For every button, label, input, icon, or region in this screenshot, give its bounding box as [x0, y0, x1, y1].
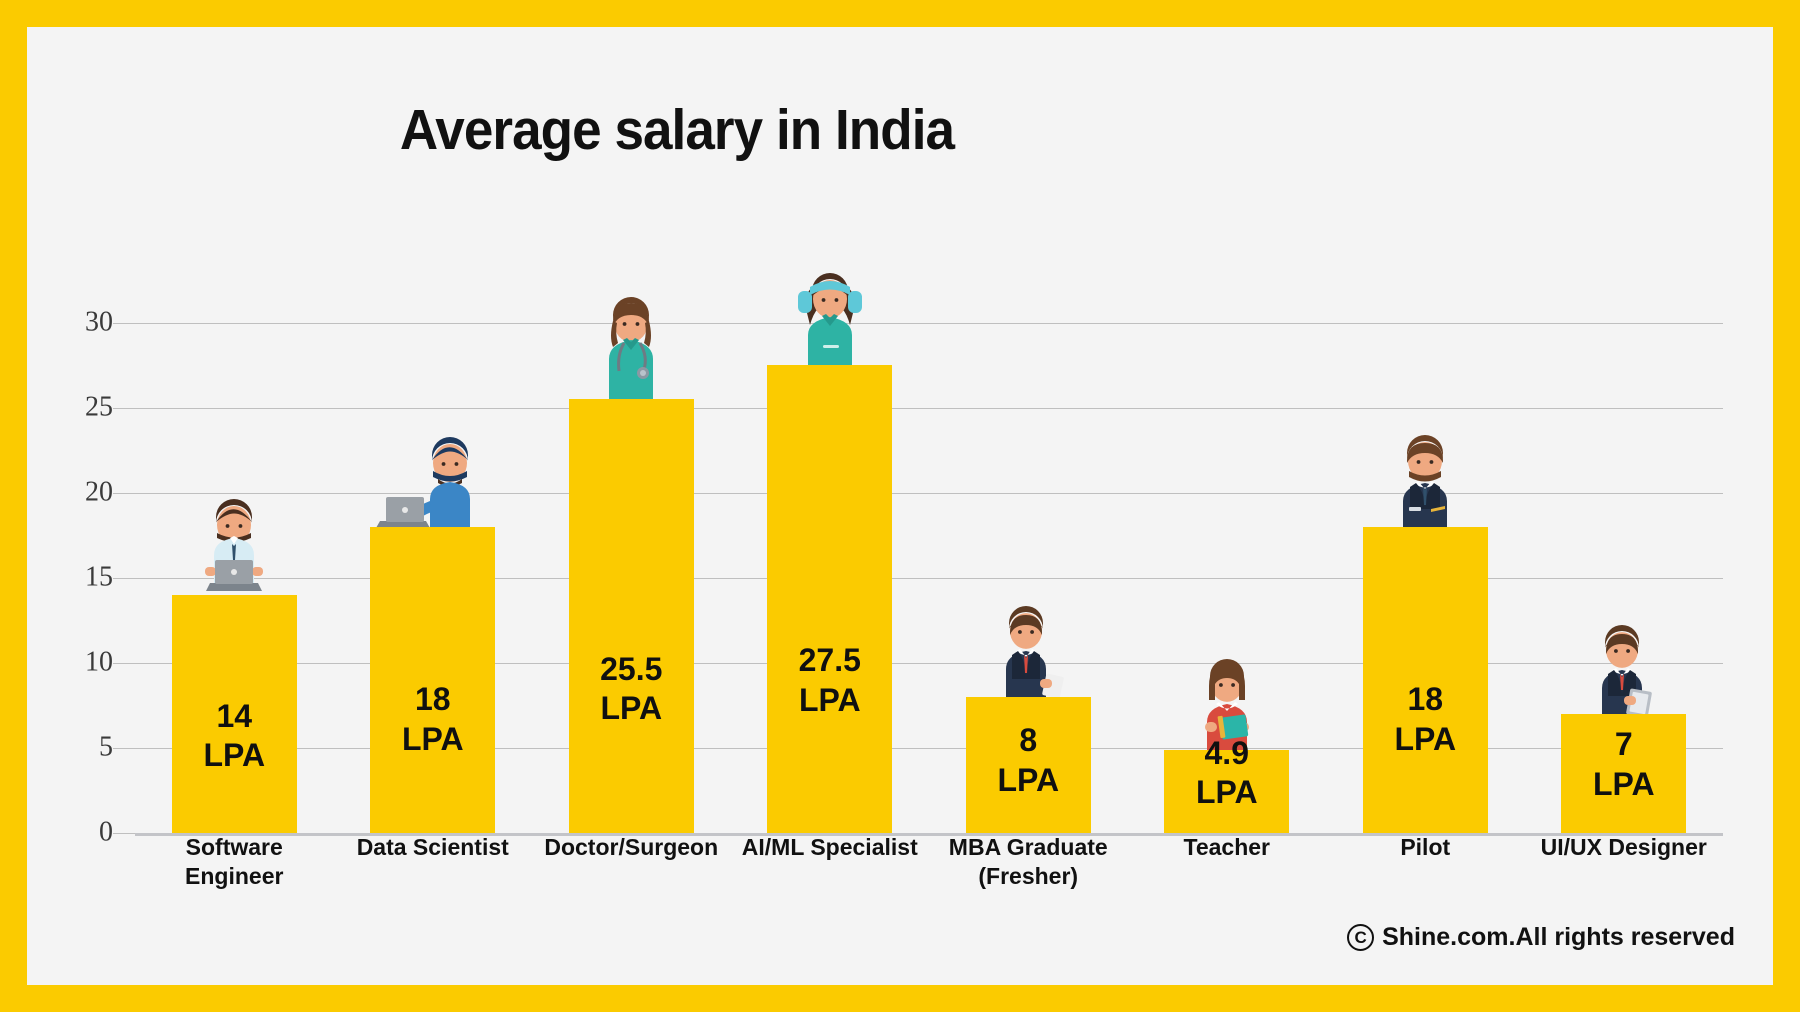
y-axis-tick-label: 15 — [85, 561, 113, 593]
bar-slot: 4.9 LPA — [1164, 280, 1290, 833]
bar-unit: LPA — [203, 737, 266, 774]
y-tick-mark — [113, 833, 135, 834]
y-tick-mark — [113, 322, 135, 324]
bar-slot: 8 LPA — [965, 280, 1091, 833]
designer-with-tablet-figure — [1580, 622, 1668, 718]
bar-data-label: 18 LPA — [1363, 680, 1488, 759]
y-tick-mark — [113, 747, 135, 749]
bar-slot: 18 LPA — [368, 280, 498, 833]
data-scientist-with-laptop-figure — [368, 435, 498, 531]
bar-data-label: 7 LPA — [1561, 725, 1686, 804]
x-axis-label-ai-ml-specialist: AI/ML Specialist — [731, 833, 930, 862]
y-axis-tick-label: 5 — [99, 731, 113, 763]
y-tick-mark — [113, 577, 135, 579]
bar-value: 18 — [1407, 681, 1444, 718]
bar-data-label: 8 LPA — [966, 721, 1091, 800]
pilot-in-uniform-figure — [1379, 431, 1471, 531]
mba-graduate-in-suit-figure — [984, 601, 1072, 701]
x-axis-label-line: Doctor/Surgeon — [544, 834, 719, 860]
x-axis-label-line: Teacher — [1183, 834, 1270, 860]
bar-unit: LPA — [600, 690, 663, 727]
x-axis-label-data-scientist: Data Scientist — [334, 833, 533, 862]
bar-value: 8 — [1019, 722, 1038, 758]
gridline — [113, 747, 1723, 749]
chart-plot-area: 0 5 10 15 20 25 30 14 LPA — [85, 273, 1723, 847]
bar-slot: 7 LPA — [1561, 280, 1687, 833]
teacher-with-book-figure — [1183, 656, 1271, 754]
x-axis-label-software-engineer: Software Engineer — [135, 833, 334, 892]
bar-value: 4.9 — [1204, 734, 1249, 771]
bar-unit: LPA — [401, 720, 464, 757]
copyright-icon: C — [1347, 924, 1375, 951]
y-tick-mark — [113, 662, 135, 664]
x-axis-label-line: MBA Graduate — [948, 834, 1108, 860]
bar-data-label: 27.5 LPA — [767, 641, 892, 720]
bar-slot: 18 LPA — [1362, 280, 1488, 833]
bar-data-label: 18 LPA — [370, 680, 495, 759]
y-axis-tick-label: 0 — [99, 816, 113, 848]
bar-unit: LPA — [1195, 774, 1258, 811]
bar-unit: LPA — [997, 761, 1060, 798]
bar-slot: 14 LPA — [171, 280, 297, 833]
y-axis-tick-label: 10 — [85, 646, 113, 678]
gridline — [113, 662, 1723, 664]
bar-data-label: 14 LPA — [172, 697, 297, 776]
gridline — [113, 407, 1723, 409]
bar[interactable] — [568, 399, 694, 833]
y-tick-mark — [113, 407, 135, 409]
bar[interactable] — [965, 696, 1091, 833]
x-axis-line — [113, 833, 1723, 836]
bar-value: 27.5 — [798, 642, 861, 679]
bar-unit: LPA — [1592, 765, 1655, 802]
x-axis-label-line: (Fresher) — [978, 863, 1079, 890]
x-axis-label-line: Pilot — [1400, 834, 1451, 860]
bar-data-label: 4.9 LPA — [1164, 734, 1289, 813]
doctor-with-stethoscope-figure — [589, 293, 673, 404]
bar-value: 18 — [414, 681, 451, 718]
chart-title: Average salary in India — [399, 98, 955, 162]
y-axis-tick-label: 30 — [85, 305, 113, 337]
software-engineer-with-laptop-figure — [186, 495, 282, 599]
x-axis-label-line: AI/ML Specialist — [741, 834, 918, 860]
footer-copyright: C Shine.com.All rights reserved — [1347, 923, 1735, 952]
bar[interactable] — [1362, 526, 1488, 833]
bar-value: 7 — [1614, 726, 1633, 763]
bar-data-label: 25.5 LPA — [569, 650, 694, 729]
x-axis-label-line: Software Engineer — [185, 834, 284, 890]
bar-unit: LPA — [1394, 720, 1457, 757]
bar[interactable] — [171, 594, 297, 833]
bar-value: 25.5 — [600, 650, 663, 687]
bar[interactable] — [370, 526, 496, 833]
copyright-text: Shine.com.All rights reserved — [1382, 923, 1735, 951]
y-axis-tick-label: 20 — [85, 476, 113, 508]
bar[interactable] — [1164, 749, 1290, 833]
bar-slot: 27.5 LPA — [767, 273, 893, 833]
bar-unit: LPA — [798, 682, 861, 719]
bar[interactable] — [1561, 713, 1687, 833]
bar-slot: 25.5 LPA — [568, 280, 694, 833]
x-axis-label-pilot: Pilot — [1326, 833, 1525, 862]
ai-specialist-with-vr-headset-figure — [784, 265, 876, 370]
bar-value: 14 — [216, 697, 253, 734]
x-axis-label-teacher: Teacher — [1128, 833, 1327, 862]
x-axis-label-line: Data Scientist — [356, 834, 509, 860]
gridline — [113, 577, 1723, 579]
x-axis-label-line: UI/UX Designer — [1540, 834, 1707, 860]
gridline — [113, 492, 1723, 494]
infographic-card: Average salary in India 0 5 10 15 20 25 30 14 L… — [27, 27, 1773, 985]
bar[interactable] — [767, 365, 893, 833]
y-tick-mark — [113, 492, 135, 494]
y-axis-tick-label: 25 — [85, 390, 113, 422]
x-axis-label-mba-graduate-fresher: MBA Graduate (Fresher) — [929, 833, 1128, 892]
x-axis-label-ui-ux-designer: UI/UX Designer — [1525, 833, 1724, 862]
x-axis-label-doctor-surgeon: Doctor/Surgeon — [532, 833, 731, 862]
gridline — [113, 322, 1723, 324]
